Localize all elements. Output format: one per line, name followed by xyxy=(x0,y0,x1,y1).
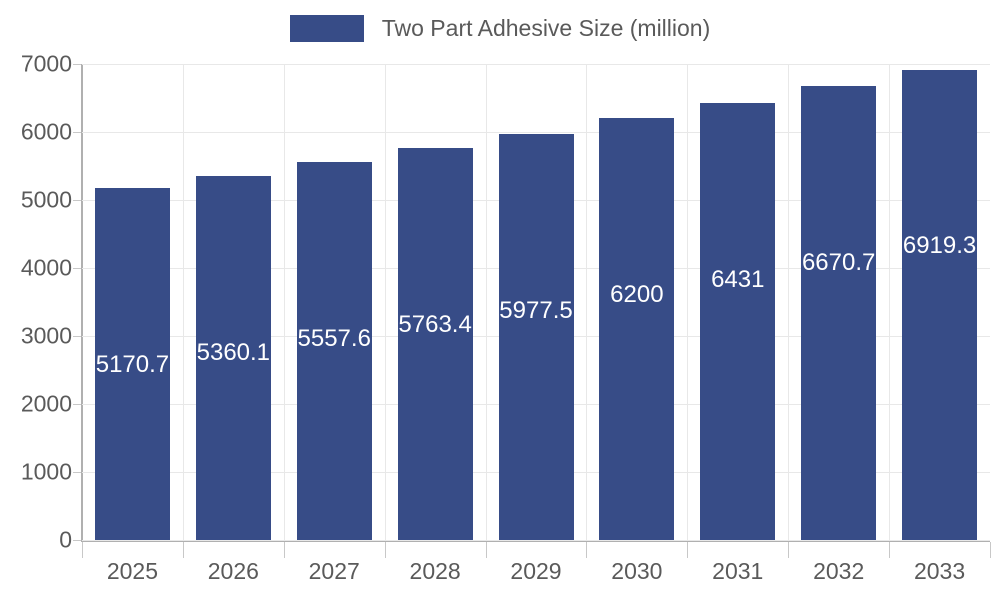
bar-value-label: 6431 xyxy=(711,265,765,293)
bar-value-label: 5763.4 xyxy=(398,311,472,339)
y-axis-tick-label: 7000 xyxy=(20,50,72,77)
bar[interactable] xyxy=(801,86,877,540)
y-axis-tick-mark xyxy=(73,336,81,337)
x-axis-tick-label: 2029 xyxy=(510,558,562,584)
x-axis-line xyxy=(81,540,990,542)
x-axis-tick-label: 2033 xyxy=(913,558,966,584)
x-axis-tick-label: 2026 xyxy=(207,558,259,584)
bar-value-label: 6919.3 xyxy=(902,232,977,260)
gridline-vertical xyxy=(182,64,184,540)
x-axis-tick-mark xyxy=(687,542,689,558)
bar-value-label: 5977.5 xyxy=(499,296,573,324)
gridline-vertical xyxy=(889,64,891,540)
y-axis-labels: 0 1000 2000 3000 4000 5000 6000 7000 xyxy=(0,0,72,600)
x-axis-tick-mark xyxy=(82,542,83,558)
gridline-vertical xyxy=(687,64,689,540)
y-axis-tick-mark xyxy=(73,200,81,201)
bar[interactable] xyxy=(498,133,574,540)
gridline-vertical xyxy=(384,64,386,540)
x-axis-tick-mark xyxy=(586,542,588,558)
bar[interactable] xyxy=(296,162,372,540)
legend-swatch-icon xyxy=(289,14,364,42)
x-axis-tick-label: 2032 xyxy=(813,558,865,584)
y-axis-tick-mark xyxy=(73,540,81,541)
gridline-horizontal xyxy=(82,64,990,65)
x-axis-tick-label: 2027 xyxy=(308,558,360,584)
gridline-vertical xyxy=(485,64,487,540)
y-axis-tick-label: 5000 xyxy=(20,186,72,213)
y-axis-tick-label: 4000 xyxy=(20,254,72,281)
bar[interactable] xyxy=(195,175,271,540)
x-axis-tick-mark xyxy=(990,542,991,558)
x-axis-tick-label: 2030 xyxy=(611,558,663,584)
x-axis-tick-label: 2025 xyxy=(106,558,159,584)
gridline-horizontal xyxy=(82,540,990,541)
bar[interactable] xyxy=(397,148,473,540)
gridline-horizontal xyxy=(82,132,990,133)
y-axis-tick-label: 0 xyxy=(59,526,72,553)
gridline-vertical xyxy=(283,64,285,540)
legend-item[interactable]: Two Part Adhesive Size (million) xyxy=(289,14,711,42)
gridline-vertical xyxy=(788,64,790,540)
y-axis-tick-mark xyxy=(73,404,81,405)
x-axis-tick-mark xyxy=(182,542,184,558)
y-axis-tick-mark xyxy=(73,472,81,473)
bar-value-label: 6200 xyxy=(610,281,664,309)
bar-value-label: 5360.1 xyxy=(196,338,271,366)
y-axis-tick-label: 3000 xyxy=(20,322,72,349)
y-axis-tick-mark xyxy=(73,64,81,65)
x-axis-tick-mark xyxy=(788,542,790,558)
bar[interactable] xyxy=(700,102,776,540)
x-axis-tick-mark xyxy=(384,542,386,558)
y-axis-tick-label: 1000 xyxy=(20,458,72,485)
y-axis-tick-mark xyxy=(73,132,81,133)
bar-value-label: 5557.6 xyxy=(297,325,371,353)
x-axis-tick-label: 2028 xyxy=(409,558,461,584)
y-axis-tick-mark xyxy=(73,268,81,269)
y-axis-line xyxy=(81,64,83,541)
bar[interactable] xyxy=(902,69,978,540)
x-axis-tick-mark xyxy=(889,542,891,558)
plot-area: 5170.7 5360.1 5557.6 5763.4 5977.5 6200 6431 66… xyxy=(82,64,990,541)
legend-label: Two Part Adhesive Size (million) xyxy=(381,14,711,41)
y-axis-tick-label: 6000 xyxy=(20,118,72,145)
x-axis-tick-label: 2031 xyxy=(712,558,764,584)
gridline-vertical xyxy=(586,64,588,540)
bar[interactable] xyxy=(599,118,675,540)
y-axis-tick-label: 2000 xyxy=(20,390,72,417)
chart-legend: Two Part Adhesive Size (million) xyxy=(0,8,1000,48)
x-axis-tick-mark xyxy=(283,542,285,558)
bar-value-label: 5170.7 xyxy=(95,351,170,379)
bar[interactable] xyxy=(94,188,170,540)
x-axis-tick-mark xyxy=(485,542,487,558)
bar-value-label: 6670.7 xyxy=(801,249,876,277)
